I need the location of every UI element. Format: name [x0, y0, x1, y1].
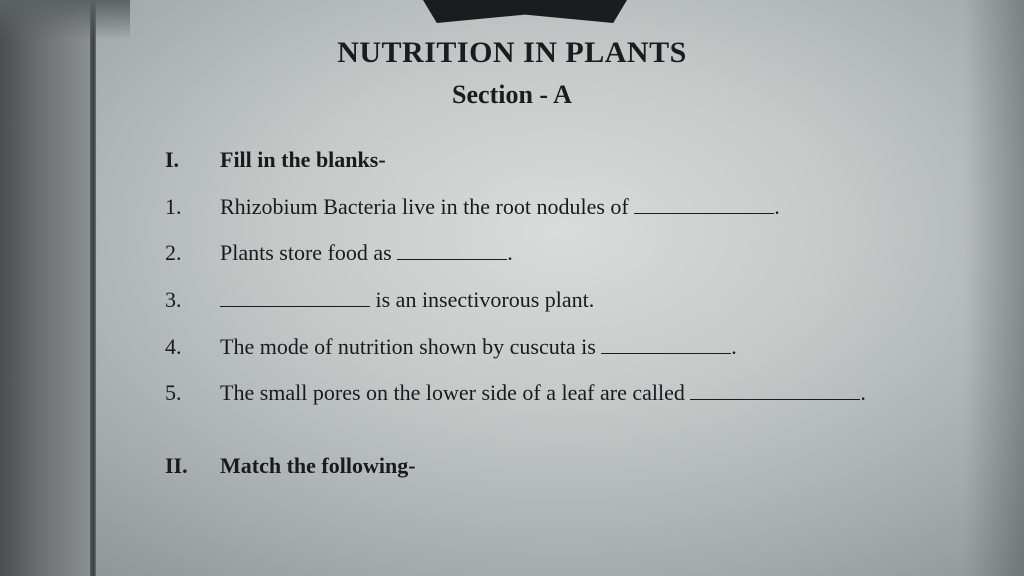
fill-blank[interactable]	[397, 238, 507, 260]
question-text: is an insectivorous plant.	[220, 285, 995, 315]
question-number: 2.	[165, 238, 220, 268]
worksheet-page: NUTRITION IN PLANTS Section - A I. Fill …	[0, 0, 1024, 576]
question-number: 1.	[165, 192, 220, 222]
question-after: .	[774, 194, 780, 219]
question-before: Plants store food as	[220, 240, 392, 265]
question-row: 5. The small pores on the lower side of …	[165, 378, 995, 408]
question-after: .	[731, 334, 737, 359]
question-text: The mode of nutrition shown by cuscuta i…	[220, 332, 995, 362]
section-ii-heading: II. Match the following-	[165, 451, 995, 481]
question-number: 5.	[165, 378, 220, 408]
question-row: 3. is an insectivorous plant.	[165, 285, 995, 315]
question-row: 2. Plants store food as .	[165, 238, 995, 268]
fill-blank[interactable]	[690, 378, 860, 400]
fill-blank[interactable]	[220, 285, 370, 307]
content-area: I. Fill in the blanks- 1. Rhizobium Bact…	[165, 145, 995, 498]
chapter-banner	[420, 0, 630, 23]
section-heading-text: Match the following-	[220, 451, 995, 481]
question-before: The small pores on the lower side of a l…	[220, 380, 685, 405]
question-text: Plants store food as .	[220, 238, 995, 268]
section-i-heading: I. Fill in the blanks-	[165, 145, 995, 175]
section-number: II.	[165, 451, 220, 481]
question-number: 4.	[165, 332, 220, 362]
fill-blank[interactable]	[601, 332, 731, 354]
section-label: Section - A	[0, 80, 1024, 110]
question-after: .	[507, 240, 513, 265]
question-number: 3.	[165, 285, 220, 315]
chapter-title: NUTRITION IN PLANTS	[0, 36, 1024, 70]
section-number: I.	[165, 145, 220, 175]
question-text: Rhizobium Bacteria live in the root nodu…	[220, 192, 995, 222]
question-before: The mode of nutrition shown by cuscuta i…	[220, 334, 596, 359]
question-row: 4. The mode of nutrition shown by cuscut…	[165, 332, 995, 362]
question-row: 1. Rhizobium Bacteria live in the root n…	[165, 192, 995, 222]
fill-blank[interactable]	[634, 192, 774, 214]
question-text: The small pores on the lower side of a l…	[220, 378, 995, 408]
question-after: .	[860, 380, 866, 405]
section-heading-text: Fill in the blanks-	[220, 145, 995, 175]
question-after: is an insectivorous plant.	[370, 287, 594, 312]
question-before: Rhizobium Bacteria live in the root nodu…	[220, 194, 629, 219]
